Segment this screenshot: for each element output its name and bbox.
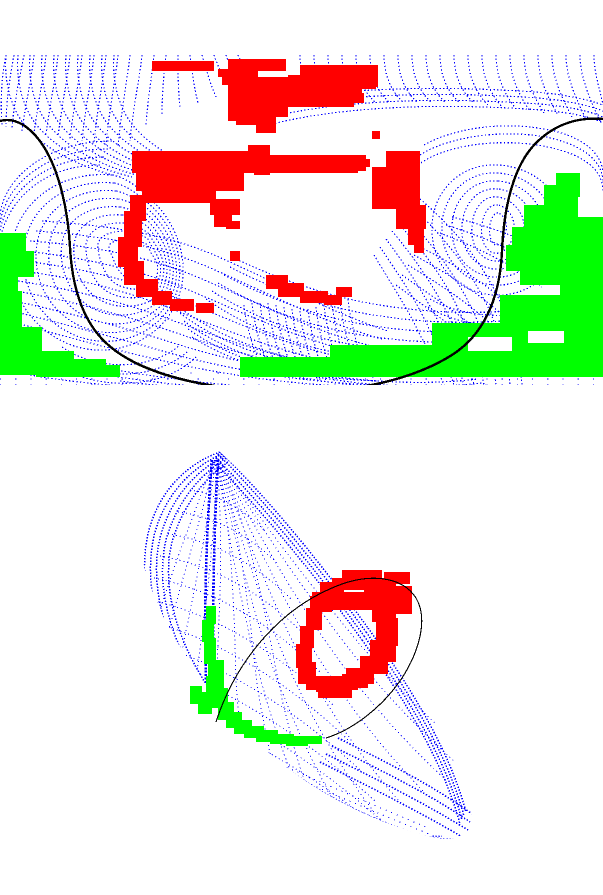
panel-oblique-projection [120, 430, 490, 860]
separatrix-curve-map [0, 117, 603, 385]
panel-map-projection [0, 55, 603, 385]
negative-polarity-regions-map [0, 173, 603, 377]
streamline-field-map [0, 55, 603, 385]
positive-polarity-regions-map [118, 59, 426, 313]
separatrix-curve-projection [215, 577, 423, 739]
positive-polarity-regions-projection [296, 570, 412, 698]
